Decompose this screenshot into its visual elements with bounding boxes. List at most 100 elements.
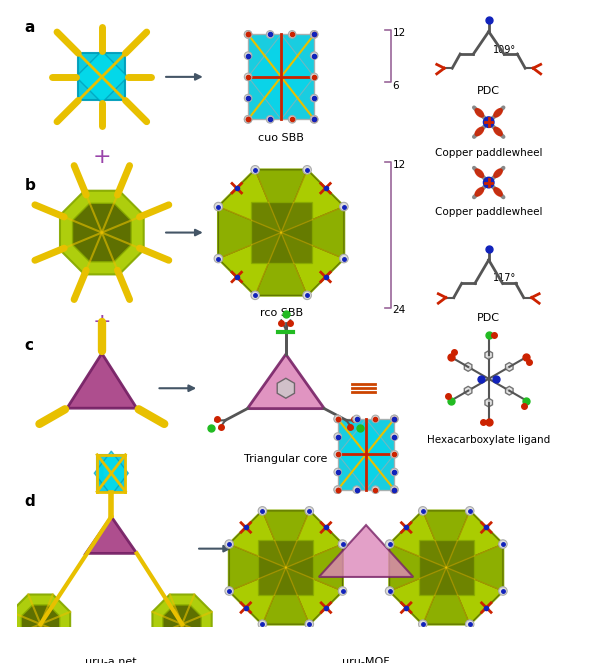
Polygon shape: [338, 419, 394, 490]
Circle shape: [251, 166, 259, 174]
Circle shape: [385, 587, 394, 595]
Circle shape: [353, 415, 361, 423]
Polygon shape: [94, 451, 128, 495]
Polygon shape: [464, 387, 472, 395]
Circle shape: [289, 30, 296, 38]
Circle shape: [484, 117, 494, 127]
Polygon shape: [76, 51, 128, 103]
Circle shape: [310, 73, 318, 81]
Circle shape: [391, 451, 398, 458]
Text: d: d: [25, 494, 35, 509]
Polygon shape: [229, 568, 286, 624]
Polygon shape: [281, 207, 344, 259]
Circle shape: [310, 115, 318, 123]
Polygon shape: [446, 511, 503, 568]
Text: 117°: 117°: [493, 273, 517, 283]
Circle shape: [214, 202, 223, 211]
Circle shape: [244, 52, 252, 60]
Polygon shape: [446, 544, 503, 591]
Polygon shape: [389, 511, 446, 568]
Polygon shape: [60, 191, 143, 274]
Polygon shape: [229, 511, 286, 568]
Text: Hexacarboxylate ligand: Hexacarboxylate ligand: [427, 436, 550, 446]
Polygon shape: [286, 544, 343, 591]
Text: 12: 12: [392, 160, 406, 170]
Polygon shape: [506, 387, 513, 395]
Text: 109°: 109°: [493, 45, 517, 55]
Polygon shape: [255, 233, 307, 295]
Circle shape: [310, 30, 318, 38]
Polygon shape: [419, 540, 474, 595]
Circle shape: [310, 52, 318, 60]
Circle shape: [305, 620, 314, 629]
Polygon shape: [281, 170, 344, 233]
Circle shape: [266, 30, 274, 38]
Polygon shape: [286, 568, 343, 624]
Polygon shape: [229, 544, 286, 591]
Polygon shape: [446, 568, 503, 624]
Polygon shape: [506, 363, 513, 371]
Text: uru-MOF: uru-MOF: [342, 657, 390, 663]
Polygon shape: [485, 351, 493, 359]
Polygon shape: [255, 170, 307, 233]
Text: +: +: [92, 147, 111, 167]
Circle shape: [244, 94, 252, 102]
Polygon shape: [163, 605, 201, 643]
Circle shape: [244, 73, 252, 81]
Circle shape: [372, 415, 379, 423]
Circle shape: [305, 507, 314, 515]
Ellipse shape: [494, 169, 502, 178]
Polygon shape: [229, 511, 343, 624]
Circle shape: [244, 115, 252, 123]
Circle shape: [225, 540, 233, 548]
Circle shape: [334, 468, 341, 476]
Polygon shape: [247, 354, 325, 408]
Polygon shape: [286, 511, 343, 568]
Circle shape: [338, 587, 347, 595]
Circle shape: [353, 486, 361, 493]
Circle shape: [372, 486, 379, 493]
Text: rco SBB: rco SBB: [260, 308, 302, 318]
Text: c: c: [25, 338, 34, 353]
Text: Triangular core: Triangular core: [244, 454, 328, 464]
Polygon shape: [319, 525, 413, 577]
Text: 24: 24: [392, 305, 406, 315]
Text: +: +: [92, 312, 111, 332]
Circle shape: [391, 486, 398, 493]
Ellipse shape: [475, 127, 484, 136]
Circle shape: [289, 115, 296, 123]
Ellipse shape: [494, 109, 502, 117]
Circle shape: [244, 30, 252, 38]
Polygon shape: [218, 170, 281, 233]
Circle shape: [338, 540, 347, 548]
Circle shape: [466, 507, 474, 515]
Polygon shape: [218, 170, 344, 295]
Ellipse shape: [494, 127, 502, 136]
Circle shape: [391, 415, 398, 423]
Polygon shape: [338, 419, 394, 490]
Polygon shape: [86, 516, 137, 554]
Circle shape: [340, 202, 348, 211]
Circle shape: [214, 255, 223, 263]
Circle shape: [303, 166, 311, 174]
Circle shape: [258, 507, 266, 515]
Polygon shape: [277, 379, 295, 398]
Circle shape: [334, 486, 341, 493]
Polygon shape: [423, 568, 470, 624]
Circle shape: [251, 291, 259, 300]
Text: cuo SBB: cuo SBB: [258, 133, 304, 143]
Circle shape: [484, 177, 494, 188]
Circle shape: [310, 30, 318, 38]
Polygon shape: [389, 568, 446, 624]
Text: b: b: [25, 178, 35, 193]
Circle shape: [334, 451, 341, 458]
Circle shape: [499, 587, 507, 595]
Polygon shape: [78, 53, 125, 101]
Circle shape: [466, 620, 474, 629]
Circle shape: [334, 415, 341, 423]
Polygon shape: [251, 202, 312, 263]
Polygon shape: [11, 595, 70, 654]
Text: PDC: PDC: [477, 313, 500, 323]
Circle shape: [419, 620, 427, 629]
Polygon shape: [258, 540, 313, 595]
